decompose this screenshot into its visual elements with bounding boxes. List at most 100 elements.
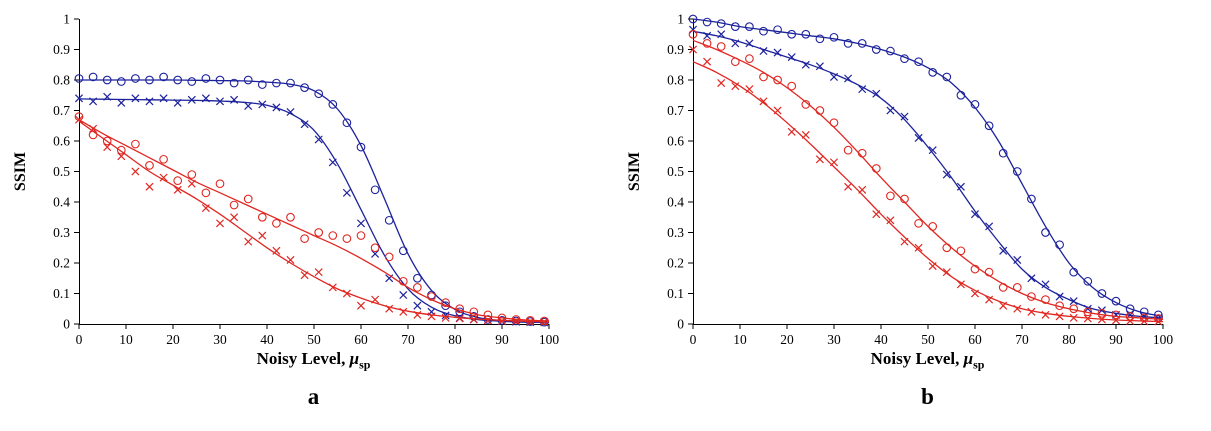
cross-marker (426, 312, 436, 321)
cross-marker (970, 210, 979, 219)
circle-marker (370, 185, 379, 195)
circle-marker (730, 22, 740, 31)
fit-curve (78, 79, 549, 324)
cross-marker (144, 97, 154, 106)
cross-marker (829, 158, 838, 167)
circle-marker (956, 246, 965, 256)
cross-marker (801, 60, 810, 69)
circle-marker (871, 45, 881, 54)
fit-curve (692, 39, 1163, 321)
circle-marker (1012, 167, 1022, 176)
circle-marker (885, 46, 895, 56)
cross-marker (730, 82, 739, 91)
circle-marker (1040, 228, 1050, 237)
cross-marker (716, 79, 725, 88)
circle-marker (215, 179, 224, 189)
fit-curve (692, 18, 1163, 318)
circle-marker (899, 194, 909, 204)
circle-marker (116, 145, 126, 155)
cross-marker (1040, 310, 1050, 319)
cross-marker (984, 295, 993, 304)
circle-marker (970, 264, 979, 274)
figure: 0 10 20 30 40 50 60 70 80 90 100 0 0.1 0.2 0.3 0.4 0.5 0.… (12, 12, 1173, 410)
circle-marker (440, 298, 450, 308)
circle-marker (688, 29, 697, 39)
circle-marker (74, 74, 83, 83)
cross-marker (215, 219, 224, 228)
cross-marker (1012, 304, 1021, 313)
cross-marker (398, 291, 407, 300)
circle-marker (327, 231, 337, 240)
cross-marker (702, 31, 711, 40)
axes (73, 18, 549, 329)
cross-marker (1153, 317, 1162, 326)
y-tick-label: 0.9 (667, 42, 684, 57)
circle-marker (398, 246, 408, 256)
circle-marker (702, 17, 711, 27)
x-tick-label: 90 (495, 332, 509, 347)
series-red-circles (74, 112, 549, 326)
cross-marker (871, 89, 880, 98)
circle-marker (229, 200, 238, 210)
cross-marker (956, 280, 965, 289)
cross-marker (688, 25, 697, 34)
circle-marker (800, 29, 810, 39)
y-tick-label: 0 (63, 317, 70, 332)
circle-marker (1097, 289, 1106, 298)
y-tick-label: 0.2 (53, 256, 70, 271)
cross-marker (257, 100, 266, 109)
circle-marker (1097, 308, 1106, 318)
circle-marker (998, 148, 1008, 158)
circle-marker (857, 39, 867, 48)
circle-marker (843, 145, 852, 155)
cross-marker (914, 243, 923, 252)
cross-marker (356, 301, 365, 310)
cross-marker (88, 97, 97, 106)
circle-marker (243, 194, 253, 204)
cross-marker (74, 115, 83, 124)
x-tick-label: 70 (1015, 332, 1029, 347)
x-tick-label: 60 (968, 332, 982, 347)
circle-marker (758, 72, 768, 82)
cross-marker (201, 204, 210, 213)
y-tick-label: 0.3 (667, 225, 684, 240)
circle-marker (468, 307, 478, 317)
series-red-circles (688, 29, 1163, 323)
circle-marker (342, 234, 351, 243)
cross-marker (1083, 304, 1092, 313)
fit-curve (78, 98, 549, 324)
circle-marker (1026, 194, 1036, 204)
x-tick-label: 20 (780, 332, 794, 347)
cross-marker (412, 301, 421, 310)
x-axis-title-text: Noisy Level, (870, 349, 964, 368)
circle-marker (130, 139, 140, 149)
cross-marker (815, 155, 824, 164)
circle-marker (186, 170, 196, 179)
circle-marker (384, 215, 394, 225)
circle-marker (144, 161, 154, 170)
cross-marker (1083, 314, 1092, 323)
cross-marker (201, 94, 210, 103)
circle-marker (102, 136, 112, 146)
circle-marker (744, 22, 754, 31)
x-tick-label: 80 (1062, 332, 1076, 347)
x-axis-title-b: Noisy Level, μsp (693, 349, 1163, 372)
cross-marker (758, 47, 768, 56)
x-tick-label: 40 (260, 332, 274, 347)
circle-marker (158, 154, 168, 164)
cross-marker (257, 231, 266, 240)
circle-marker (130, 74, 140, 83)
circle-marker (201, 188, 210, 198)
chart-a-canvas: 0 10 20 30 40 50 60 70 80 90 100 0 0.1 0.2 0.3 0.4 0.5 0.… (12, 12, 559, 348)
cross-marker (300, 271, 309, 280)
mu-subscript: sp (359, 357, 371, 372)
series-red-crosses (74, 115, 549, 326)
circle-marker (172, 176, 182, 185)
circle-marker (271, 219, 281, 228)
circle-marker (116, 77, 126, 86)
x-tick-label: 0 (75, 332, 82, 347)
x-tick-label: 30 (213, 332, 227, 347)
cross-marker (829, 72, 838, 81)
circle-marker (857, 148, 867, 158)
series-blue-crosses (688, 25, 1163, 322)
